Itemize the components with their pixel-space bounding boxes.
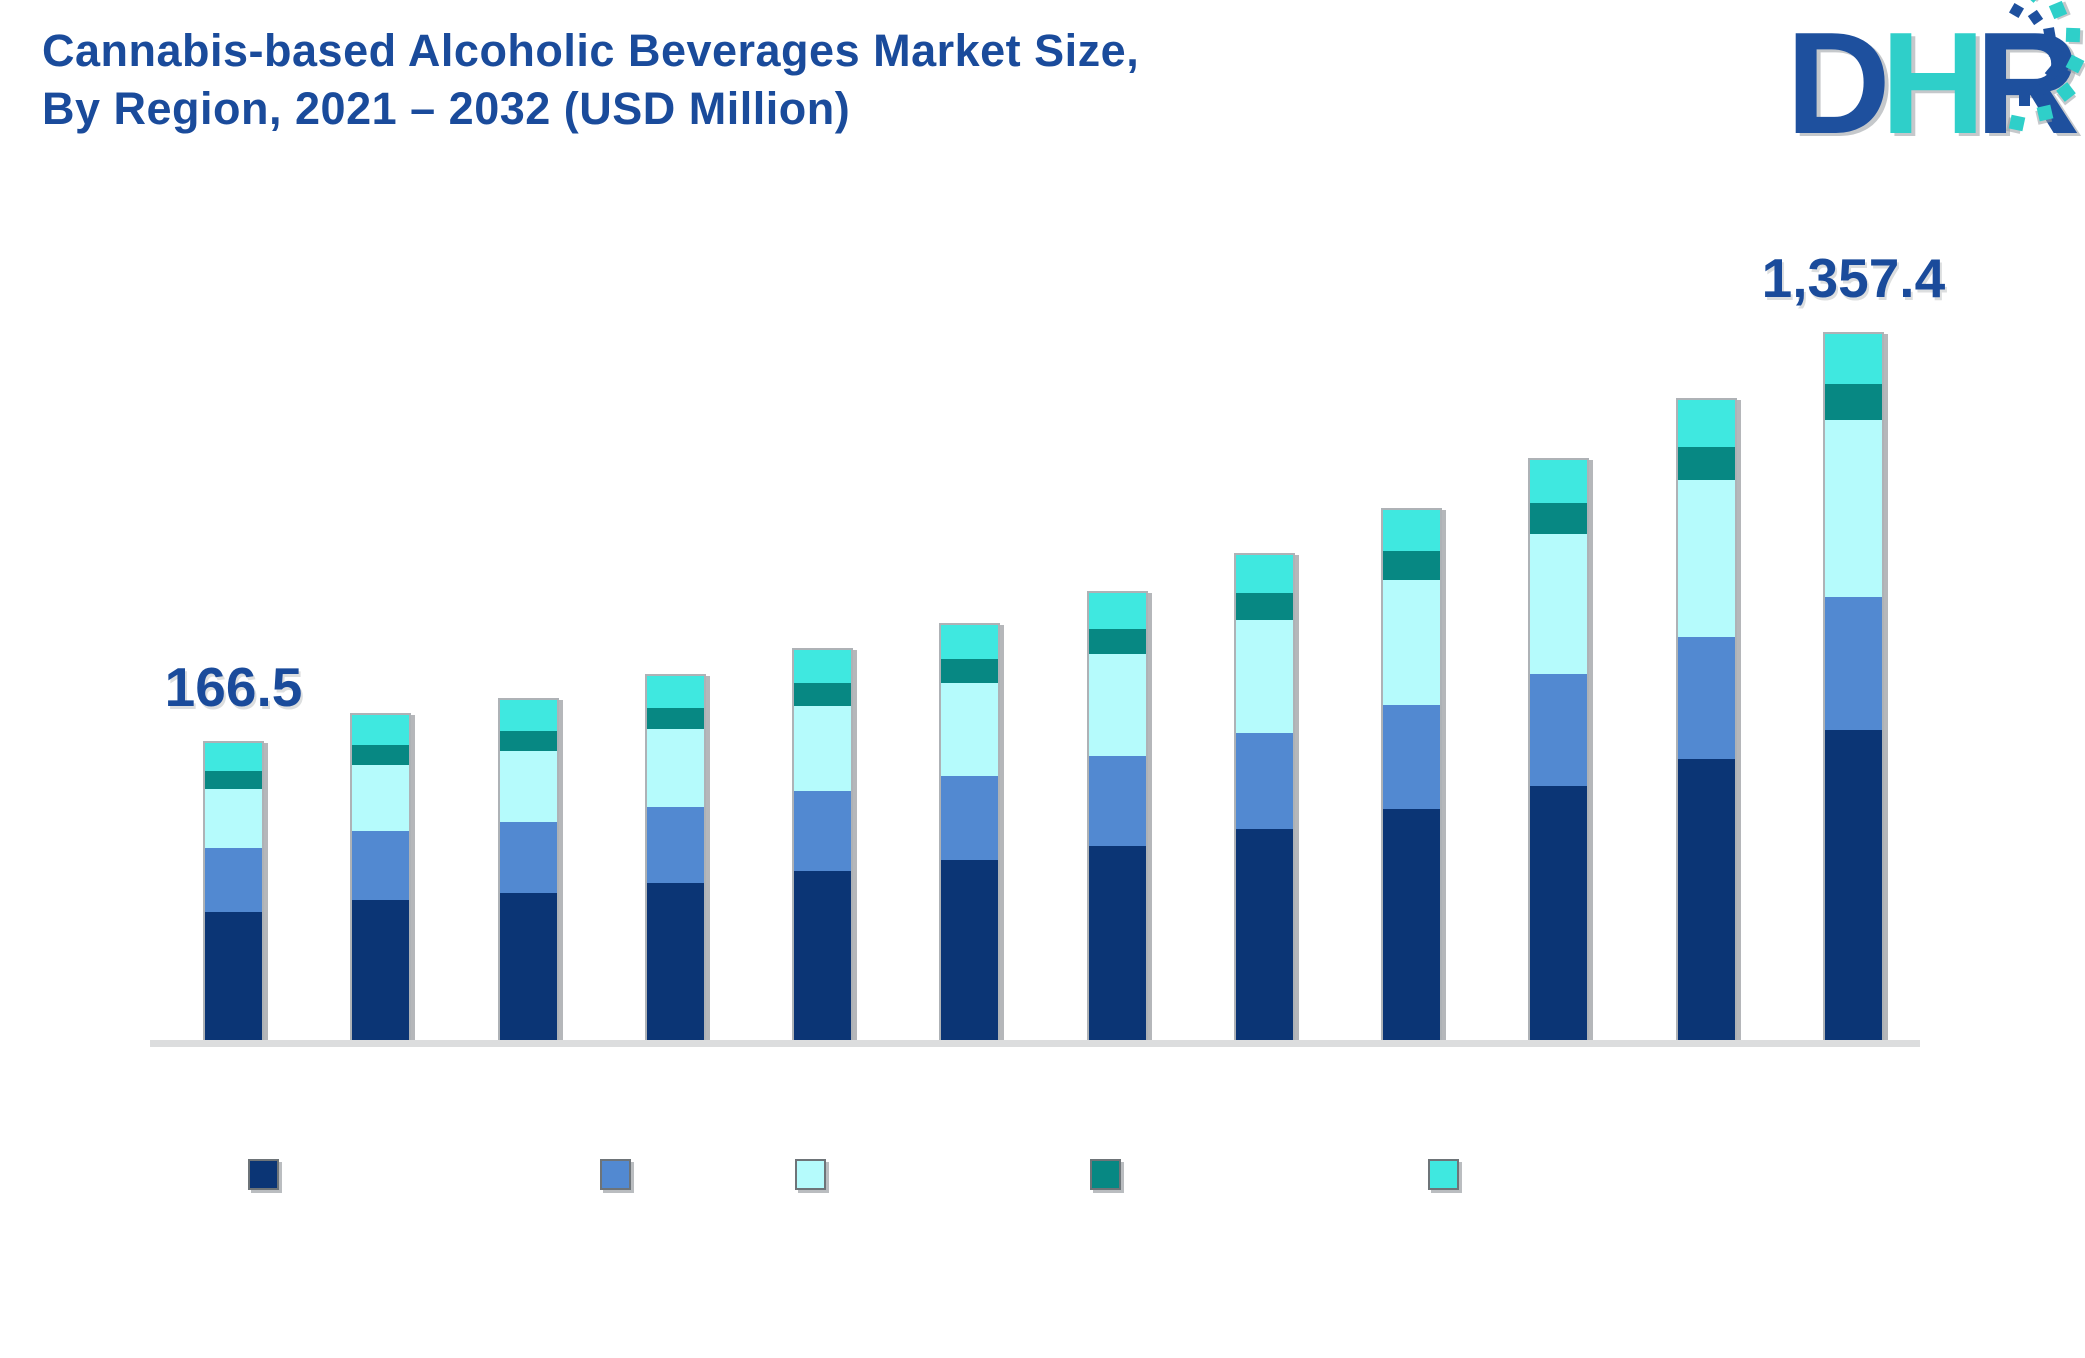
segment-region-4-2028 xyxy=(1235,592,1293,620)
bar-2027 xyxy=(1086,591,1148,1042)
x-axis-line xyxy=(150,1040,1920,1047)
segment-region-1-2021 xyxy=(205,911,262,1042)
segment-region-1-2032 xyxy=(1824,729,1882,1042)
segment-region-4-2025 xyxy=(794,682,852,706)
data-label-2021: 166.5 xyxy=(164,656,303,718)
segment-region-5-2029 xyxy=(1383,510,1441,551)
segment-region-2-2025 xyxy=(794,791,852,871)
segment-region-4-2023 xyxy=(499,730,557,751)
segment-region-1-2027 xyxy=(1088,845,1146,1042)
logo-letter-d: D xyxy=(1786,2,1891,164)
segment-region-3-2031 xyxy=(1677,479,1735,638)
bar-2023 xyxy=(497,698,559,1042)
segment-region-2-2027 xyxy=(1088,756,1146,846)
stacked-bar-2026 xyxy=(939,623,1001,1042)
stacked-bar-2027 xyxy=(1086,591,1148,1042)
segment-region-1-2031 xyxy=(1677,758,1735,1042)
segment-region-3-2029 xyxy=(1383,579,1441,706)
stacked-bar-2032 xyxy=(1822,332,1884,1042)
segment-region-1-2025 xyxy=(794,870,852,1042)
segment-region-4-2030 xyxy=(1530,502,1588,534)
segment-region-1-2022 xyxy=(352,899,410,1042)
segment-region-1-2026 xyxy=(941,859,999,1042)
segment-region-2-2031 xyxy=(1677,637,1735,759)
segment-region-2-2021 xyxy=(205,848,262,912)
segment-region-5-2032 xyxy=(1824,333,1882,384)
segment-region-2-2028 xyxy=(1235,733,1293,829)
segment-region-3-2022 xyxy=(352,764,410,832)
segment-region-5-2024 xyxy=(646,675,704,708)
segment-region-2-2022 xyxy=(352,831,410,900)
stacked-bar-2022 xyxy=(350,713,412,1042)
segment-region-5-2030 xyxy=(1530,460,1588,503)
stacked-bar-2029 xyxy=(1381,508,1443,1042)
segment-region-5-2023 xyxy=(499,700,557,731)
segment-region-5-2026 xyxy=(941,625,999,659)
segment-region-4-2032 xyxy=(1824,383,1882,420)
segment-region-3-2030 xyxy=(1530,533,1588,675)
data-label-2032: 1,357.4 xyxy=(1761,247,1946,309)
segment-region-3-2023 xyxy=(499,750,557,823)
segment-region-3-2026 xyxy=(941,682,999,777)
bar-2028 xyxy=(1233,553,1295,1042)
segment-region-5-2031 xyxy=(1677,399,1735,447)
bars-container: 166.5 1,357.4 xyxy=(165,247,1945,1042)
stacked-bar-2030 xyxy=(1528,458,1590,1042)
logo-letter-r: R xyxy=(1975,2,2080,164)
segment-region-5-2022 xyxy=(352,715,410,745)
logo-letter-h: H xyxy=(1880,2,1986,164)
stacked-bar-2028 xyxy=(1233,553,1295,1042)
segment-region-4-2021 xyxy=(205,770,262,789)
segment-region-4-2022 xyxy=(352,744,410,765)
segment-region-2-2023 xyxy=(499,822,557,893)
segment-region-3-2032 xyxy=(1824,419,1882,598)
stacked-bar-2024 xyxy=(644,674,706,1042)
segment-region-2-2030 xyxy=(1530,674,1588,786)
segment-region-5-2027 xyxy=(1088,593,1146,629)
bar-2031 xyxy=(1675,398,1737,1042)
stacked-bar-2031 xyxy=(1675,398,1737,1042)
segment-region-3-2027 xyxy=(1088,653,1146,757)
segment-region-4-2026 xyxy=(941,658,999,683)
segment-region-1-2028 xyxy=(1235,828,1293,1042)
segment-region-4-2031 xyxy=(1677,446,1735,480)
segment-region-4-2027 xyxy=(1088,628,1146,654)
bar-2030 xyxy=(1528,458,1590,1042)
segment-region-3-2025 xyxy=(794,705,852,792)
segment-region-4-2024 xyxy=(646,707,704,729)
segment-region-2-2029 xyxy=(1383,705,1441,809)
segment-region-3-2028 xyxy=(1235,619,1293,734)
chart-title-line-2: By Region, 2021 – 2032 (USD Million) xyxy=(42,83,851,134)
chart-title: Cannabis-based Alcoholic Beverages Marke… xyxy=(42,22,1139,138)
stacked-bar-2023 xyxy=(497,698,559,1042)
segment-region-5-2028 xyxy=(1235,555,1293,593)
bar-2026 xyxy=(939,623,1001,1042)
segment-region-1-2024 xyxy=(646,882,704,1042)
stacked-bar-2021 xyxy=(203,741,264,1042)
segment-region-5-2025 xyxy=(794,650,852,683)
segment-region-1-2023 xyxy=(499,892,557,1042)
dhr-logo-letters: DHR xyxy=(1786,8,2080,158)
segment-region-5-2021 xyxy=(205,743,262,771)
bar-2022 xyxy=(350,713,412,1042)
segment-region-1-2029 xyxy=(1383,808,1441,1042)
segment-region-2-2032 xyxy=(1824,597,1882,730)
stacked-bar-2025 xyxy=(792,648,854,1042)
chart-title-line-1: Cannabis-based Alcoholic Beverages Marke… xyxy=(42,25,1140,76)
bar-2032: 1,357.4 xyxy=(1762,247,1945,1042)
bar-2029 xyxy=(1381,508,1443,1042)
segment-region-2-2024 xyxy=(646,807,704,883)
segment-region-4-2029 xyxy=(1383,550,1441,580)
dhr-logo: DHR xyxy=(1786,0,2085,168)
segment-region-3-2021 xyxy=(205,788,262,849)
segment-region-1-2030 xyxy=(1530,785,1588,1042)
bar-2024 xyxy=(644,674,706,1042)
segment-region-3-2024 xyxy=(646,728,704,808)
segment-region-2-2026 xyxy=(941,776,999,860)
bar-2021: 166.5 xyxy=(165,656,302,1042)
bar-2025 xyxy=(792,648,854,1042)
